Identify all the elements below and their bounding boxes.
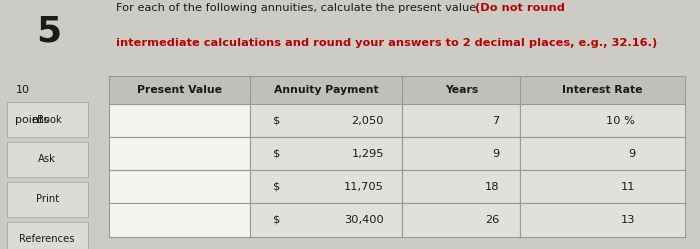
Text: References: References	[20, 234, 75, 244]
Text: $: $	[272, 182, 280, 192]
Text: 26: 26	[485, 215, 499, 225]
Text: 13: 13	[621, 215, 636, 225]
Text: 2,050: 2,050	[351, 116, 384, 125]
Text: (Do not round: (Do not round	[475, 3, 564, 13]
Text: 11,705: 11,705	[344, 182, 384, 192]
Text: Present Value: Present Value	[136, 85, 222, 95]
Text: Annuity Payment: Annuity Payment	[274, 85, 378, 95]
Text: 10: 10	[15, 85, 29, 95]
Text: points: points	[15, 115, 50, 124]
Text: $: $	[272, 215, 280, 225]
Text: For each of the following annuities, calculate the present value.: For each of the following annuities, cal…	[116, 3, 483, 13]
Text: Interest Rate: Interest Rate	[562, 85, 643, 95]
Text: 30,400: 30,400	[344, 215, 384, 225]
Text: 5: 5	[36, 14, 62, 48]
Text: 11: 11	[621, 182, 636, 192]
Text: intermediate calculations and round your answers to 2 decimal places, e.g., 32.1: intermediate calculations and round your…	[116, 38, 657, 48]
Text: $: $	[272, 116, 280, 125]
Text: $: $	[272, 149, 280, 159]
Text: 9: 9	[628, 149, 636, 159]
Text: Ask: Ask	[38, 154, 56, 164]
Text: 18: 18	[484, 182, 499, 192]
Text: 10 %: 10 %	[606, 116, 636, 125]
Text: Years: Years	[444, 85, 478, 95]
Text: 9: 9	[492, 149, 499, 159]
Text: Print: Print	[36, 194, 59, 204]
Text: 1,295: 1,295	[351, 149, 384, 159]
Text: eBook: eBook	[32, 115, 62, 124]
Text: 7: 7	[492, 116, 499, 125]
